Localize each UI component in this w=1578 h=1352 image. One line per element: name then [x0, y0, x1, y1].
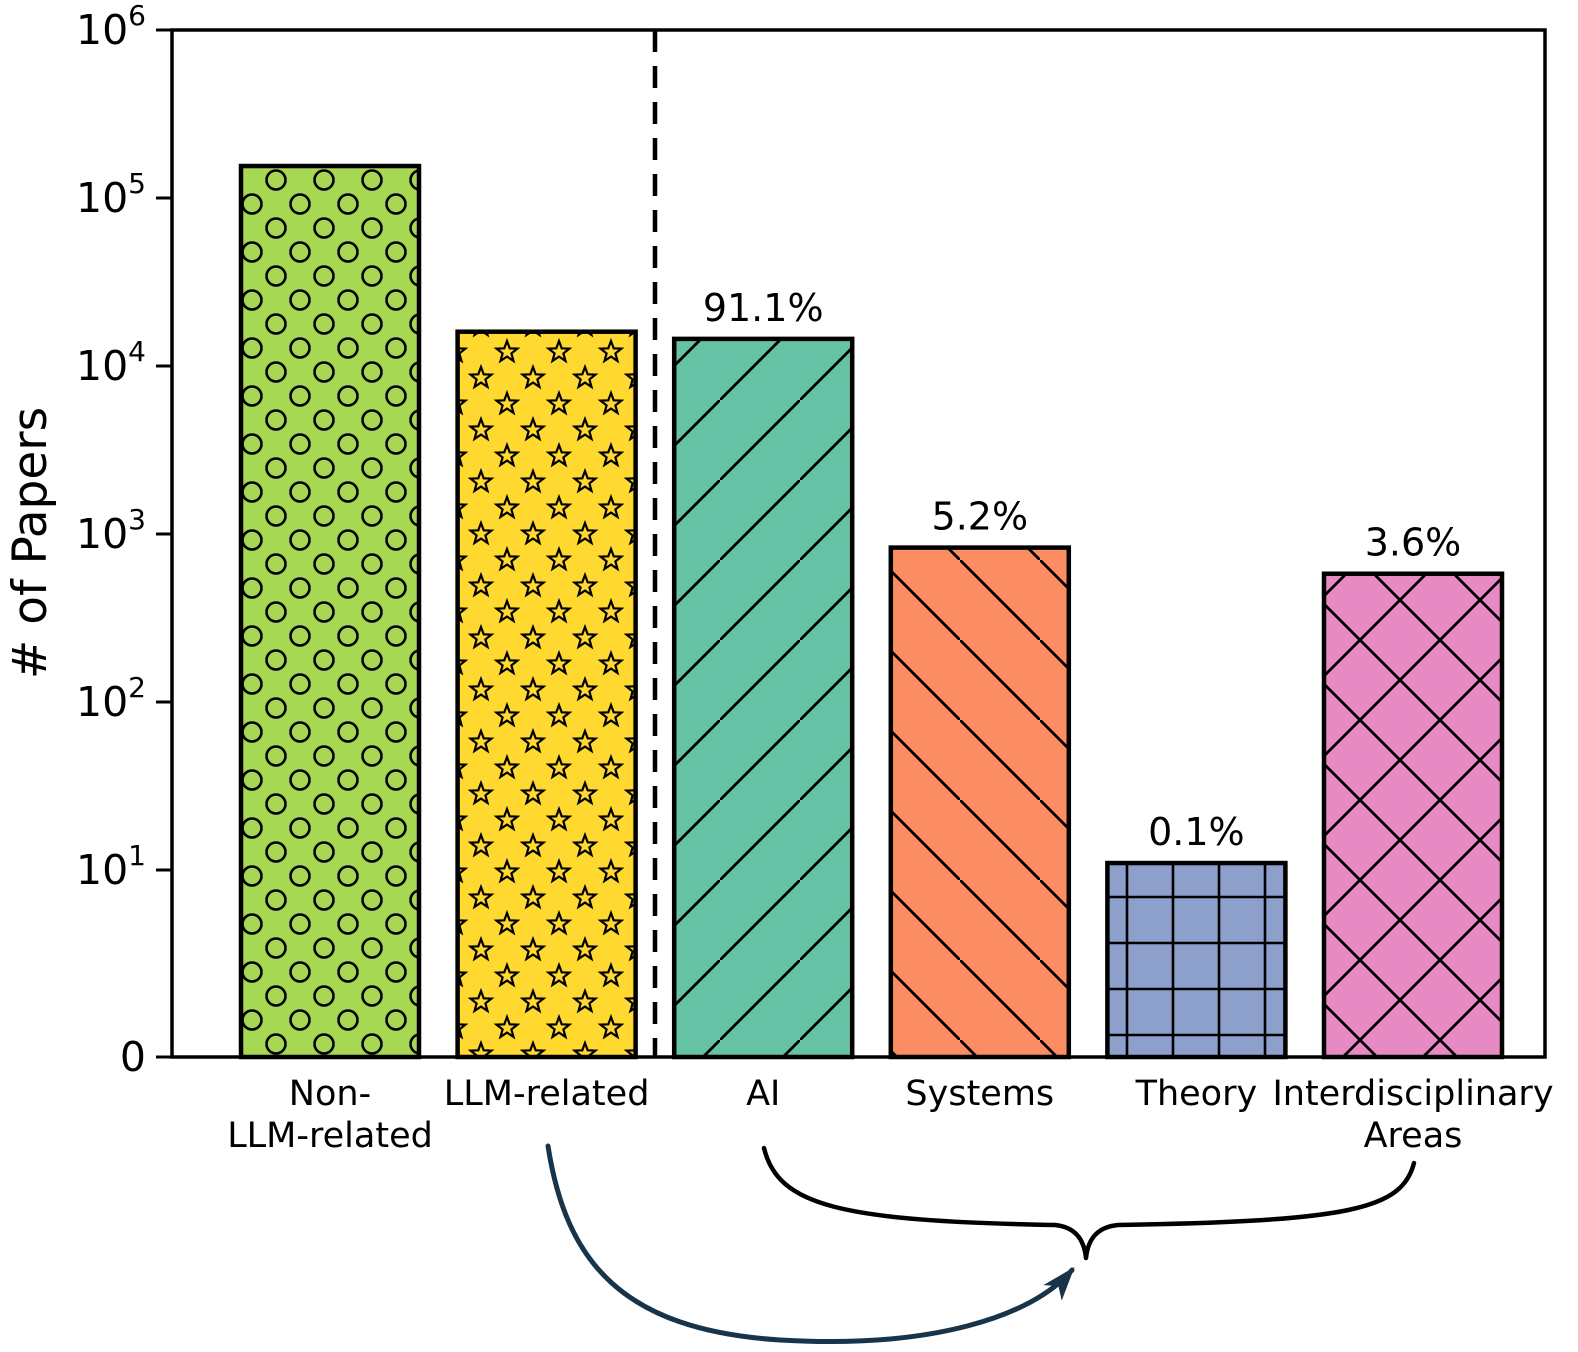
y-tick-label: 105	[76, 167, 146, 222]
bar-0	[238, 163, 422, 1060]
y-tick-label: 106	[76, 0, 146, 54]
bar-value-label: 0.1%	[1148, 810, 1245, 854]
bar-5	[1321, 571, 1505, 1060]
bar-1	[455, 329, 638, 1060]
bars-group	[238, 163, 1505, 1060]
y-tick-label: 0	[120, 1033, 146, 1081]
x-tick-label: Systems	[905, 1074, 1054, 1114]
x-tick-label: Interdisciplinary Areas	[1272, 1074, 1553, 1156]
x-tick-label: LLM-related	[444, 1074, 650, 1114]
x-tick-label: Theory	[1135, 1074, 1258, 1114]
y-tick-label: 103	[76, 503, 146, 558]
bar-value-label: 5.2%	[932, 495, 1029, 539]
y-axis-label: # of Papers	[3, 407, 58, 679]
y-tick-label: 104	[76, 335, 146, 390]
y-axis-ticks: 0 101 102 103 104 105 106	[76, 0, 172, 1081]
bar-2	[671, 336, 855, 1060]
bar-value-label: 3.6%	[1365, 521, 1462, 565]
y-tick-label: 102	[76, 671, 146, 726]
bar-3	[888, 545, 1072, 1060]
y-tick-label: 101	[76, 839, 146, 894]
llm-to-categories-arrow	[545, 1143, 1075, 1345]
plot-border	[170, 28, 1547, 1059]
bar-value-label: 91.1%	[703, 286, 824, 330]
bar-4	[1105, 860, 1288, 1060]
group-brace	[761, 1145, 1417, 1261]
percent-labels: 91.1% 5.2% 0.1% 3.6%	[703, 286, 1461, 854]
x-tick-label: AI	[746, 1074, 780, 1114]
x-tick-label: Non-LLM-related	[227, 1074, 433, 1156]
x-axis-labels: Non-LLM-related LLM-related AI Systems Theor…	[227, 1074, 1553, 1156]
